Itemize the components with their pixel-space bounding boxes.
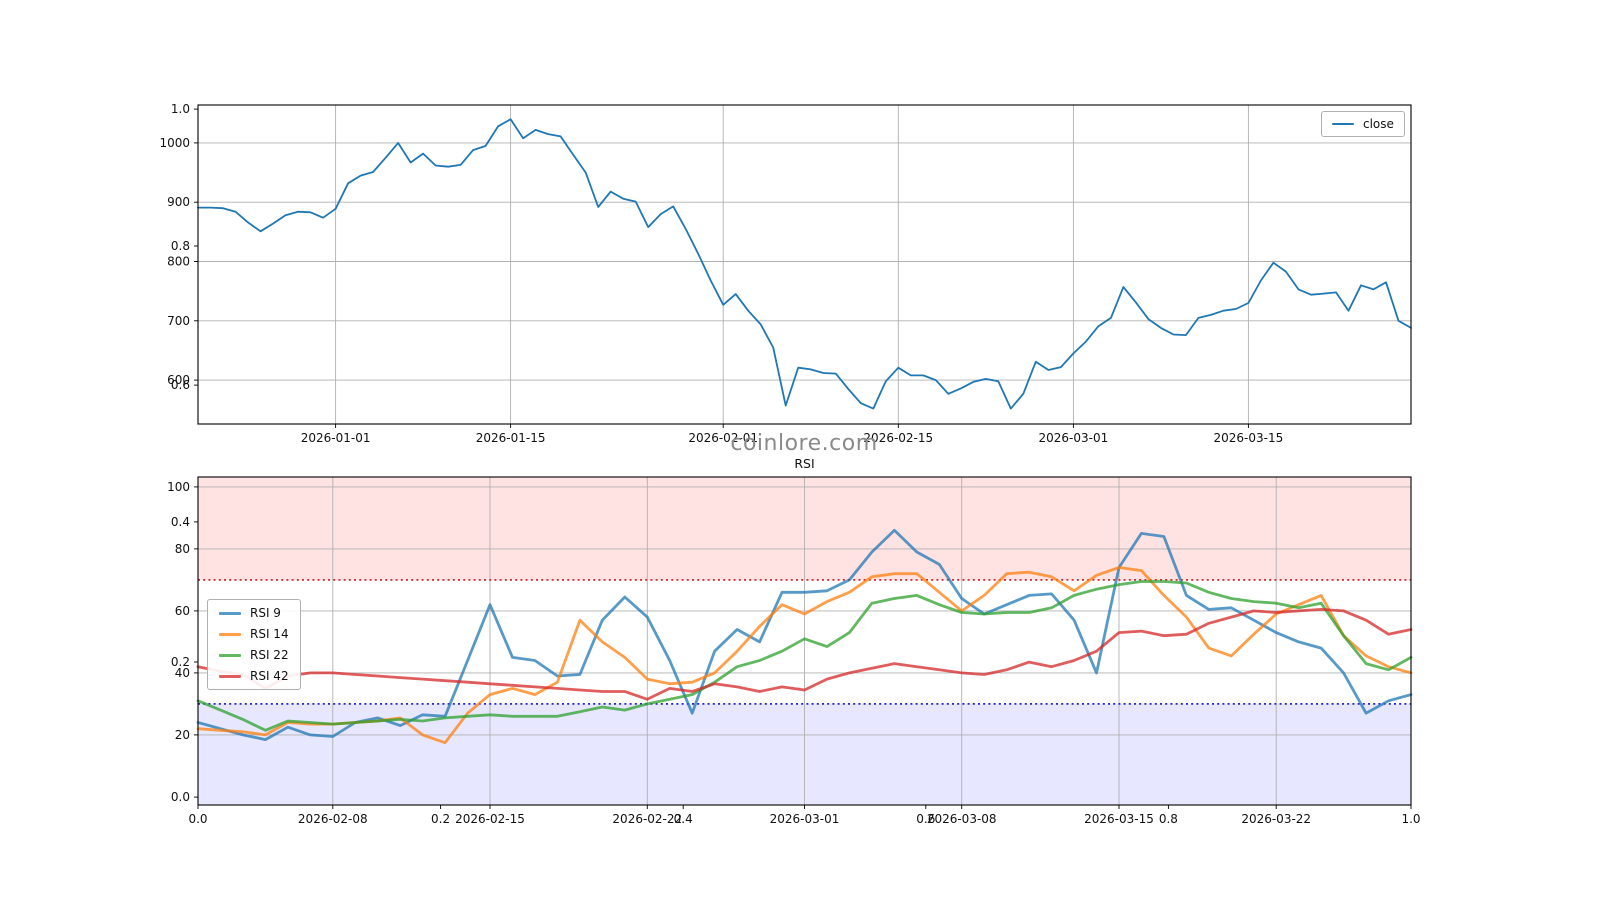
rsi-legend-item: RSI 9 <box>219 606 289 620</box>
svg-text:2026-03-01: 2026-03-01 <box>770 812 840 826</box>
svg-text:100: 100 <box>167 480 190 494</box>
svg-text:0.6: 0.6 <box>916 812 935 826</box>
svg-text:0.0: 0.0 <box>188 812 207 826</box>
svg-text:0.8: 0.8 <box>171 239 190 253</box>
svg-text:0.2: 0.2 <box>431 812 450 826</box>
svg-text:0.0: 0.0 <box>171 790 190 804</box>
svg-text:2026-01-15: 2026-01-15 <box>476 431 546 445</box>
svg-text:800: 800 <box>167 255 190 269</box>
rsi9-legend-swatch <box>219 611 241 615</box>
svg-text:2026-03-15: 2026-03-15 <box>1084 812 1154 826</box>
rsi9-legend-label: RSI 9 <box>250 606 281 620</box>
watermark: coinlore.com <box>730 431 878 456</box>
svg-text:80: 80 <box>175 542 190 556</box>
price-legend: close <box>1321 111 1405 137</box>
rsi42-legend-swatch <box>219 674 241 678</box>
svg-text:0.6: 0.6 <box>171 378 190 392</box>
svg-text:700: 700 <box>167 314 190 328</box>
svg-text:2026-02-15: 2026-02-15 <box>863 431 933 445</box>
rsi22-legend-label: RSI 22 <box>250 648 289 662</box>
rsi42-legend-label: RSI 42 <box>250 669 289 683</box>
svg-text:1.0: 1.0 <box>1401 812 1420 826</box>
svg-text:20: 20 <box>175 728 190 742</box>
rsi14-legend-swatch <box>219 632 241 636</box>
svg-text:2026-01-01: 2026-01-01 <box>301 431 371 445</box>
rsi-legend-item: RSI 22 <box>219 648 289 662</box>
rsi-legend: RSI 9 RSI 14 RSI 22 RSI 42 <box>207 599 301 690</box>
svg-text:900: 900 <box>167 195 190 209</box>
svg-text:2026-02-08: 2026-02-08 <box>298 812 368 826</box>
svg-text:600: 600 <box>167 373 190 387</box>
close-legend-label: close <box>1363 117 1394 131</box>
close-legend-swatch <box>1332 122 1354 126</box>
rsi-legend-item: RSI 14 <box>219 627 289 641</box>
rsi14-legend-label: RSI 14 <box>250 627 289 641</box>
svg-text:2026-02-22: 2026-02-22 <box>612 812 682 826</box>
svg-text:0.2: 0.2 <box>171 655 190 669</box>
svg-text:1000: 1000 <box>159 136 190 150</box>
svg-text:60: 60 <box>175 604 190 618</box>
svg-text:2026-02-15: 2026-02-15 <box>455 812 525 826</box>
svg-text:2026-02-01: 2026-02-01 <box>688 431 758 445</box>
svg-text:2026-03-01: 2026-03-01 <box>1039 431 1109 445</box>
svg-text:0.4: 0.4 <box>674 812 693 826</box>
rsi-legend-item: RSI 42 <box>219 669 289 683</box>
svg-text:40: 40 <box>175 666 190 680</box>
svg-text:2026-03-22: 2026-03-22 <box>1241 812 1311 826</box>
svg-text:2026-03-08: 2026-03-08 <box>927 812 997 826</box>
svg-text:2026-03-15: 2026-03-15 <box>1214 431 1284 445</box>
svg-text:RSI: RSI <box>794 456 814 471</box>
svg-text:0.4: 0.4 <box>171 515 190 529</box>
svg-text:1.0: 1.0 <box>171 102 190 116</box>
svg-text:0.8: 0.8 <box>1159 812 1178 826</box>
rsi22-legend-swatch <box>219 653 241 657</box>
